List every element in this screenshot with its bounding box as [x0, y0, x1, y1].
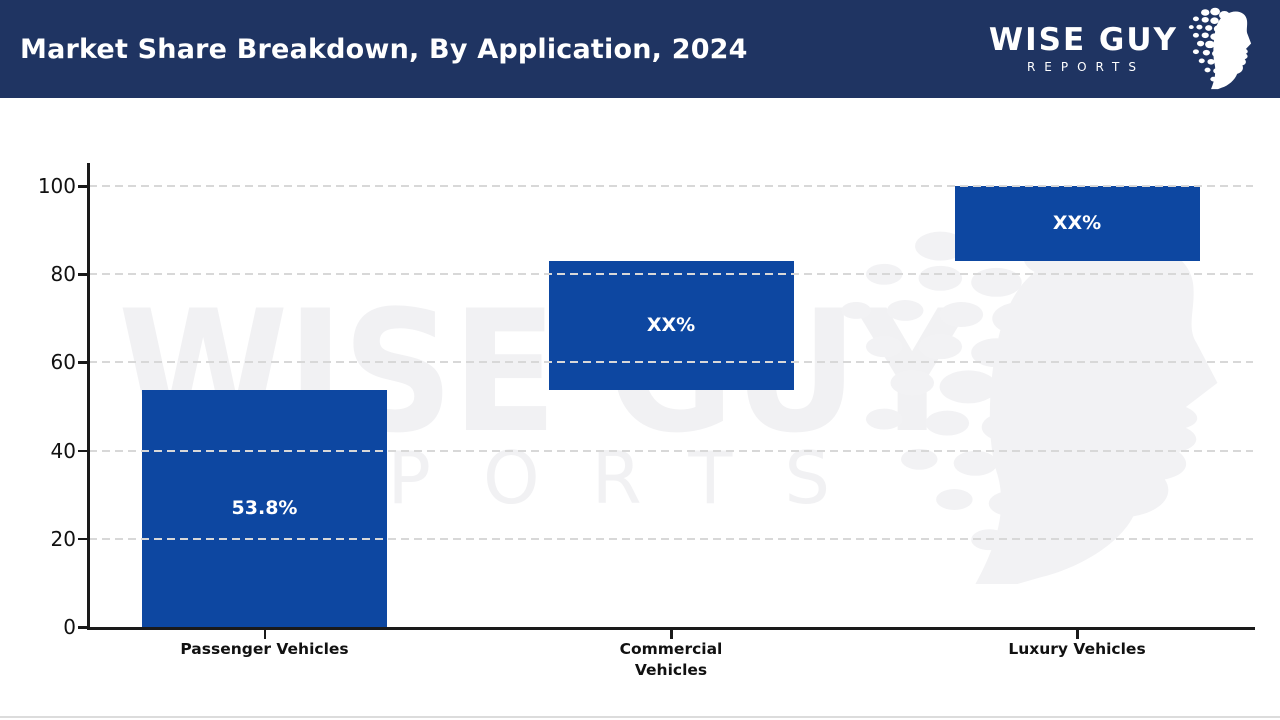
- y-tick-label: 40: [50, 438, 76, 463]
- bar-value-label: 53.8%: [231, 497, 298, 520]
- page-title: Market Share Breakdown, By Application, …: [20, 33, 748, 65]
- x-tick: [670, 630, 673, 639]
- x-category-label: Luxury Vehicles: [1008, 640, 1146, 658]
- bar-commercial-vehicles: XX%: [548, 260, 794, 390]
- y-tick: [78, 273, 87, 276]
- bar-value-label: XX%: [646, 314, 696, 337]
- y-tick: [78, 449, 87, 453]
- x-tick: [263, 630, 266, 639]
- y-tick-label: 60: [50, 350, 76, 375]
- gridline-60: [89, 361, 1253, 364]
- gridline-40: [89, 449, 1253, 452]
- bar-luxury-vehicles: XX%: [954, 186, 1200, 261]
- x-category-label: Commercial Vehicles: [619, 640, 723, 679]
- x-category-label: Passenger Vehicles: [180, 640, 349, 658]
- x-axis: [87, 627, 1255, 630]
- y-tick: [78, 185, 87, 188]
- y-tick-label: 80: [50, 262, 76, 287]
- header-bar: Market Share Breakdown, By Application, …: [0, 0, 1280, 98]
- y-tick-label: 20: [50, 526, 76, 551]
- bar-passenger-vehicles: 53.8%: [142, 389, 387, 627]
- y-tick: [78, 537, 87, 541]
- logo-text: WISE GUY REPORTS: [988, 22, 1178, 74]
- y-axis: [87, 163, 90, 629]
- gridline-100: [89, 185, 1253, 187]
- logo-subtitle: REPORTS: [1026, 60, 1145, 74]
- logo-wordmark: WISE GUY: [988, 22, 1178, 58]
- y-tick-label: 0: [63, 615, 76, 639]
- y-tick-label: 100: [37, 174, 76, 198]
- x-tick: [1076, 630, 1079, 639]
- bottom-border: [0, 716, 1280, 718]
- bar-value-label: XX%: [1052, 212, 1102, 235]
- logo-head-icon: [1188, 7, 1252, 90]
- y-tick: [78, 361, 87, 364]
- gridline-80: [89, 273, 1253, 276]
- y-tick: [78, 626, 87, 629]
- brand-logo: WISE GUY REPORTS: [989, 7, 1254, 91]
- gridline-20: [89, 537, 1253, 540]
